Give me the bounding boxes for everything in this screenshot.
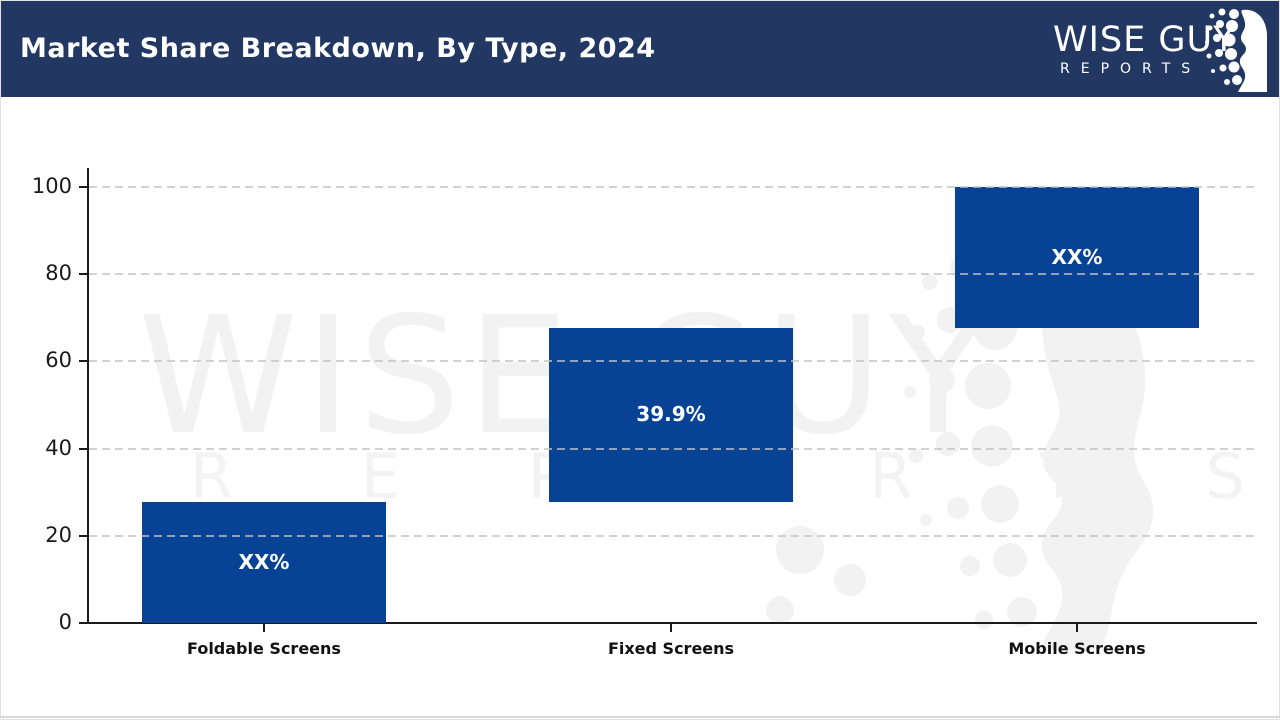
- gridline: [89, 447, 1256, 450]
- gridline: [89, 534, 1256, 537]
- logo-wordmark: WISE GUY: [1053, 20, 1236, 60]
- bar-mobile-screens: [955, 187, 1199, 329]
- gridline: [89, 186, 1256, 188]
- x-axis-line: [87, 622, 1257, 624]
- footer-divider: [0, 716, 1280, 718]
- y-tick-label: 80: [45, 261, 72, 286]
- y-tick-mark: [79, 534, 87, 537]
- bar-value-label: 39.9%: [636, 402, 706, 427]
- y-tick-mark: [79, 622, 87, 624]
- bar-fixed-screens: [549, 328, 793, 503]
- y-tick-mark: [79, 186, 87, 188]
- y-tick-mark: [79, 273, 87, 276]
- y-tick-label: 20: [45, 522, 72, 547]
- logo-face-icon: [1205, 8, 1267, 92]
- x-category-label: Foldable Screens: [187, 639, 341, 658]
- bar-foldable-screens: [142, 502, 386, 623]
- page-title: Market Share Breakdown, By Type, 2024: [20, 33, 656, 64]
- x-tick-mark: [670, 624, 672, 632]
- bar-value-label: XX%: [1051, 244, 1103, 269]
- x-category-label: Fixed Screens: [607, 639, 735, 658]
- gridline: [89, 360, 1256, 363]
- y-tick-label: 40: [45, 435, 72, 460]
- bar-value-label: XX%: [238, 549, 290, 574]
- x-tick-mark: [263, 624, 265, 632]
- header-bar: Market Share Breakdown, By Type, 2024 WI…: [0, 0, 1280, 97]
- y-tick-mark: [79, 447, 87, 450]
- logo-subtitle: REPORTS: [1060, 61, 1202, 77]
- x-category-label: Mobile Screens: [1008, 639, 1146, 658]
- y-tick-label: 100: [31, 174, 72, 198]
- x-tick-mark: [1076, 624, 1078, 632]
- gridline: [89, 273, 1256, 276]
- y-tick-label: 0: [58, 610, 72, 634]
- y-tick-label: 60: [45, 348, 72, 373]
- y-axis-line: [87, 168, 89, 624]
- wise-guy-reports-logo: WISE GUY REPORTS: [998, 0, 1268, 97]
- y-tick-mark: [79, 360, 87, 363]
